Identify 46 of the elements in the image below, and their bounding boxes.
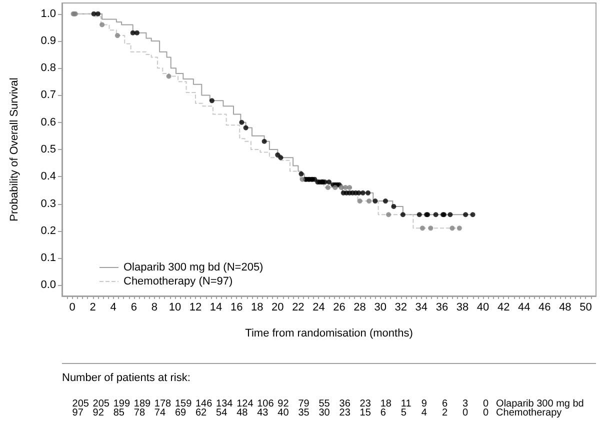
x-tick-label: 36 [436,302,448,314]
x-tick-label: 24 [312,302,325,314]
legend-label: Chemotherapy (N=97) [124,276,233,288]
x-tick-label: 38 [456,302,469,314]
x-tick-label: 26 [333,302,346,314]
x-tick-label: 34 [415,302,428,314]
legend-label: Olaparib 300 mg bd (N=205) [124,262,264,274]
x-tick-label: 10 [168,302,182,314]
x-tick-label: 48 [559,302,572,314]
x-tick-label: 46 [538,302,551,314]
x-tick-label: 22 [292,302,304,314]
y-tick-label: 0.2 [40,224,56,237]
x-tick-label: 12 [189,302,202,314]
x-tick-label: 8 [151,302,158,314]
x-tick-label: 50 [580,302,592,314]
y-tick-label: 0.8 [40,62,56,74]
text: 205 205 199 189 178 159 146 134 124 106 92 79 55 36 23 18 11 9 6 3 0 [72,398,489,410]
y-tick-label: 1.0 [40,8,56,20]
text: Number of patients at risk: [62,372,190,384]
x-tick-label: 40 [476,302,490,314]
x-tick-label: 6 [130,302,137,314]
x-tick-label: 0 [69,302,76,314]
y-tick-label: 0.9 [40,34,56,47]
text: Olaparib 300 mg bd [496,398,584,410]
text: 97 92 85 78 74 69 62 54 48 43 40 35 30 23 15 6 5 4 2 0 0 [72,408,489,418]
x-tick-label: 28 [354,302,366,314]
x-tick-label: 4 [110,302,116,314]
x-tick-label: 32 [394,302,408,314]
y-tick-label: 0.5 [40,144,56,156]
text: Chemotherapy [496,408,562,418]
y-tick-label: 0.4 [40,170,56,183]
x-tick-label: 42 [497,302,510,314]
x-tick-label: 16 [230,302,243,314]
y-tick-label: 0.1 [40,252,56,264]
x-tick-label: 30 [374,302,386,314]
x-tick-label: 2 [90,302,96,314]
y-axis-title: Probability of Overall Survival [8,78,20,222]
x-tick-label: 20 [272,302,284,314]
x-axis-title: Time from randomisation (months) [245,328,413,340]
x-tick-label: 18 [250,302,264,314]
y-tick-label: 0.6 [40,116,56,128]
y-tick-label: 0.0 [40,279,56,292]
y-tick-label: 0.3 [40,198,56,210]
x-tick-label: 14 [210,302,222,314]
x-tick-label: 44 [518,302,530,314]
y-tick-label: 0.7 [40,89,56,102]
